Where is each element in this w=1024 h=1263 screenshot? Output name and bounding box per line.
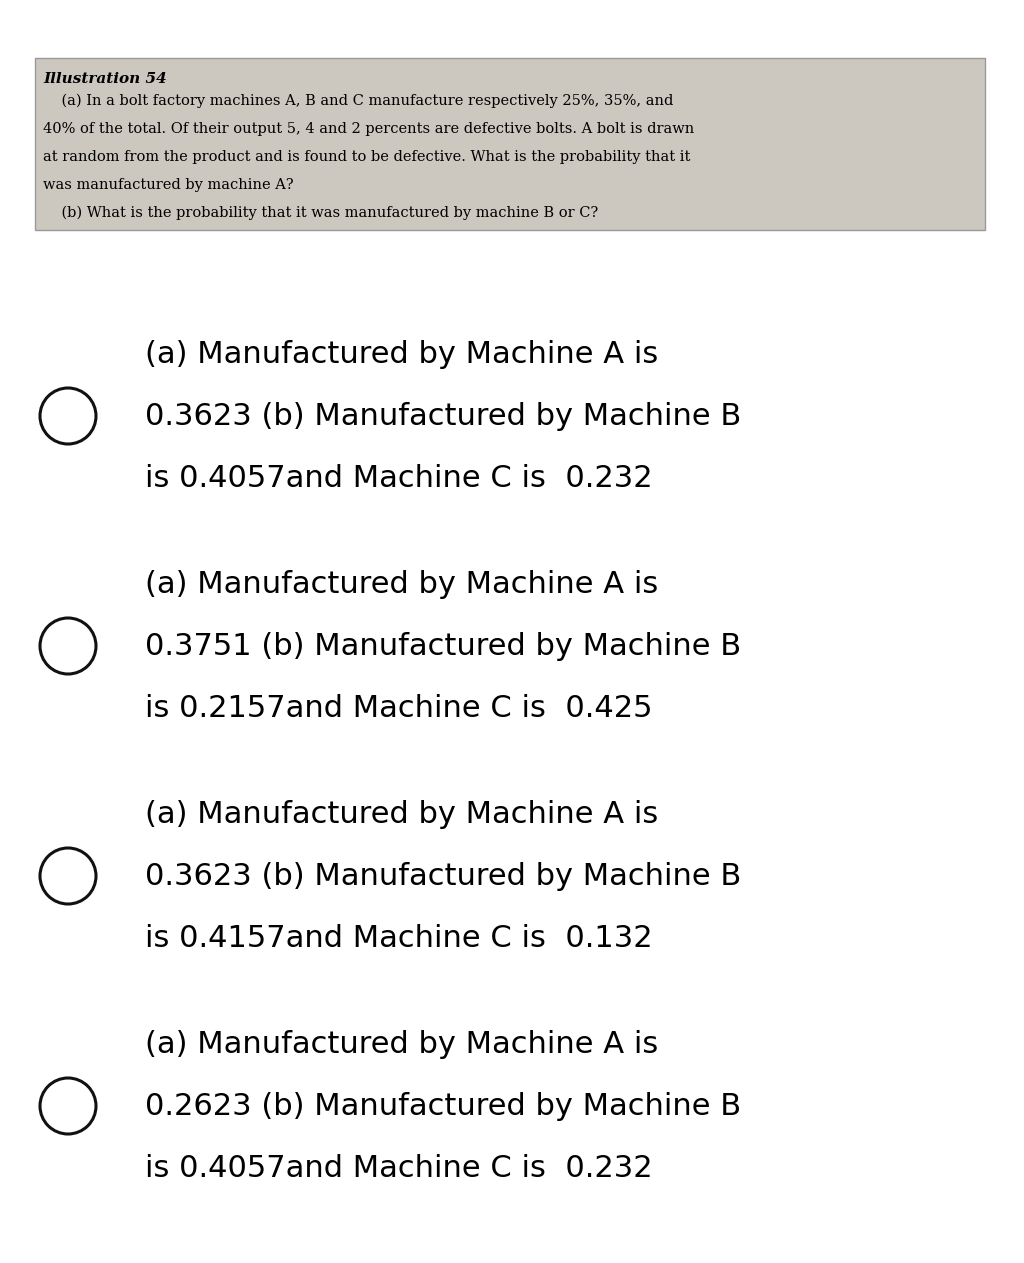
Text: 0.3751 (b) Manufactured by Machine B: 0.3751 (b) Manufactured by Machine B [145, 632, 741, 661]
Text: (a) Manufactured by Machine A is: (a) Manufactured by Machine A is [145, 570, 658, 599]
Text: is 0.4157and Machine C is  0.132: is 0.4157and Machine C is 0.132 [145, 925, 652, 954]
Text: Illustration 54: Illustration 54 [43, 72, 167, 86]
Text: (a) In a bolt factory machines A, B and C manufacture respectively 25%, 35%, and: (a) In a bolt factory machines A, B and … [43, 93, 674, 109]
Text: (a) Manufactured by Machine A is: (a) Manufactured by Machine A is [145, 1031, 658, 1058]
Text: is 0.4057and Machine C is  0.232: is 0.4057and Machine C is 0.232 [145, 1154, 652, 1183]
Text: 0.3623 (b) Manufactured by Machine B: 0.3623 (b) Manufactured by Machine B [145, 863, 741, 890]
Text: (a) Manufactured by Machine A is: (a) Manufactured by Machine A is [145, 799, 658, 829]
Text: 0.2623 (b) Manufactured by Machine B: 0.2623 (b) Manufactured by Machine B [145, 1092, 741, 1122]
Text: 0.3623 (b) Manufactured by Machine B: 0.3623 (b) Manufactured by Machine B [145, 402, 741, 431]
Text: (a) Manufactured by Machine A is: (a) Manufactured by Machine A is [145, 340, 658, 369]
Text: 40% of the total. Of their output 5, 4 and 2 percents are defective bolts. A bol: 40% of the total. Of their output 5, 4 a… [43, 123, 694, 136]
Text: (b) What is the probability that it was manufactured by machine B or C?: (b) What is the probability that it was … [43, 206, 598, 220]
Text: is 0.2157and Machine C is  0.425: is 0.2157and Machine C is 0.425 [145, 693, 652, 722]
FancyBboxPatch shape [35, 58, 985, 230]
Text: was manufactured by machine A?: was manufactured by machine A? [43, 178, 294, 192]
Text: at random from the product and is found to be defective. What is the probability: at random from the product and is found … [43, 150, 690, 164]
Text: is 0.4057and Machine C is  0.232: is 0.4057and Machine C is 0.232 [145, 464, 652, 493]
